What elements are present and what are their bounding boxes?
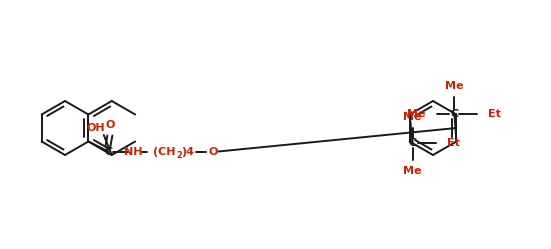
Text: C: C	[104, 146, 112, 157]
Text: C: C	[408, 137, 417, 147]
Text: Et: Et	[488, 109, 501, 119]
Text: Me: Me	[403, 112, 422, 122]
Text: Me: Me	[403, 166, 422, 176]
Text: 2: 2	[176, 151, 182, 160]
Text: Et: Et	[447, 137, 460, 147]
Text: )4: )4	[181, 146, 195, 157]
Text: O: O	[209, 146, 218, 157]
Text: (CH: (CH	[153, 146, 176, 157]
Text: NH: NH	[124, 146, 143, 157]
Text: Me: Me	[445, 80, 463, 90]
Text: Me: Me	[407, 109, 425, 119]
Text: C: C	[450, 109, 458, 119]
Text: O: O	[106, 120, 115, 129]
Text: OH: OH	[87, 123, 105, 133]
